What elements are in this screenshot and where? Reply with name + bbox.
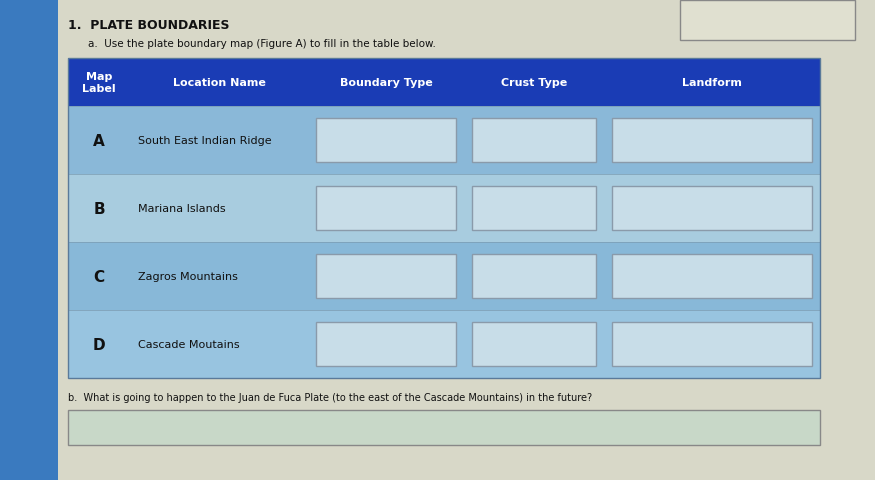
Bar: [68, 242, 820, 311]
Bar: [472, 187, 596, 230]
Bar: [472, 119, 596, 163]
Bar: [68, 311, 820, 378]
Bar: [472, 323, 596, 366]
Bar: [612, 187, 812, 230]
Bar: [316, 119, 456, 163]
Bar: [68, 59, 820, 378]
Bar: [68, 410, 820, 445]
Text: D: D: [93, 337, 105, 352]
Text: Landform: Landform: [682, 78, 742, 88]
Bar: [316, 323, 456, 366]
Bar: [612, 323, 812, 366]
Bar: [612, 254, 812, 299]
Text: Zagros Mountains: Zagros Mountains: [138, 271, 238, 281]
Bar: [0, 0, 58, 480]
Text: South East Indian Ridge: South East Indian Ridge: [138, 136, 271, 146]
Bar: [680, 1, 855, 41]
Bar: [68, 59, 820, 107]
Bar: [612, 119, 812, 163]
Bar: [316, 254, 456, 299]
Text: b.  What is going to happen to the Juan de Fuca Plate (to the east of the Cascad: b. What is going to happen to the Juan d…: [68, 392, 592, 402]
Bar: [472, 254, 596, 299]
Text: Map
Label: Map Label: [82, 72, 116, 94]
Text: B: B: [94, 201, 105, 216]
Text: a.  Use the plate boundary map (Figure A) to fill in the table below.: a. Use the plate boundary map (Figure A)…: [88, 39, 436, 49]
Bar: [68, 107, 820, 175]
Bar: [316, 187, 456, 230]
Text: Boundary Type: Boundary Type: [340, 78, 432, 88]
Bar: [68, 175, 820, 242]
Text: 1.  PLATE BOUNDARIES: 1. PLATE BOUNDARIES: [68, 19, 229, 32]
Text: C: C: [94, 269, 105, 284]
Text: A: A: [93, 133, 105, 148]
Text: Location Name: Location Name: [172, 78, 265, 88]
Text: Crust Type: Crust Type: [500, 78, 567, 88]
Text: Mariana Islands: Mariana Islands: [138, 204, 226, 214]
Text: Cascade Moutains: Cascade Moutains: [138, 339, 240, 349]
Bar: [68, 59, 820, 378]
